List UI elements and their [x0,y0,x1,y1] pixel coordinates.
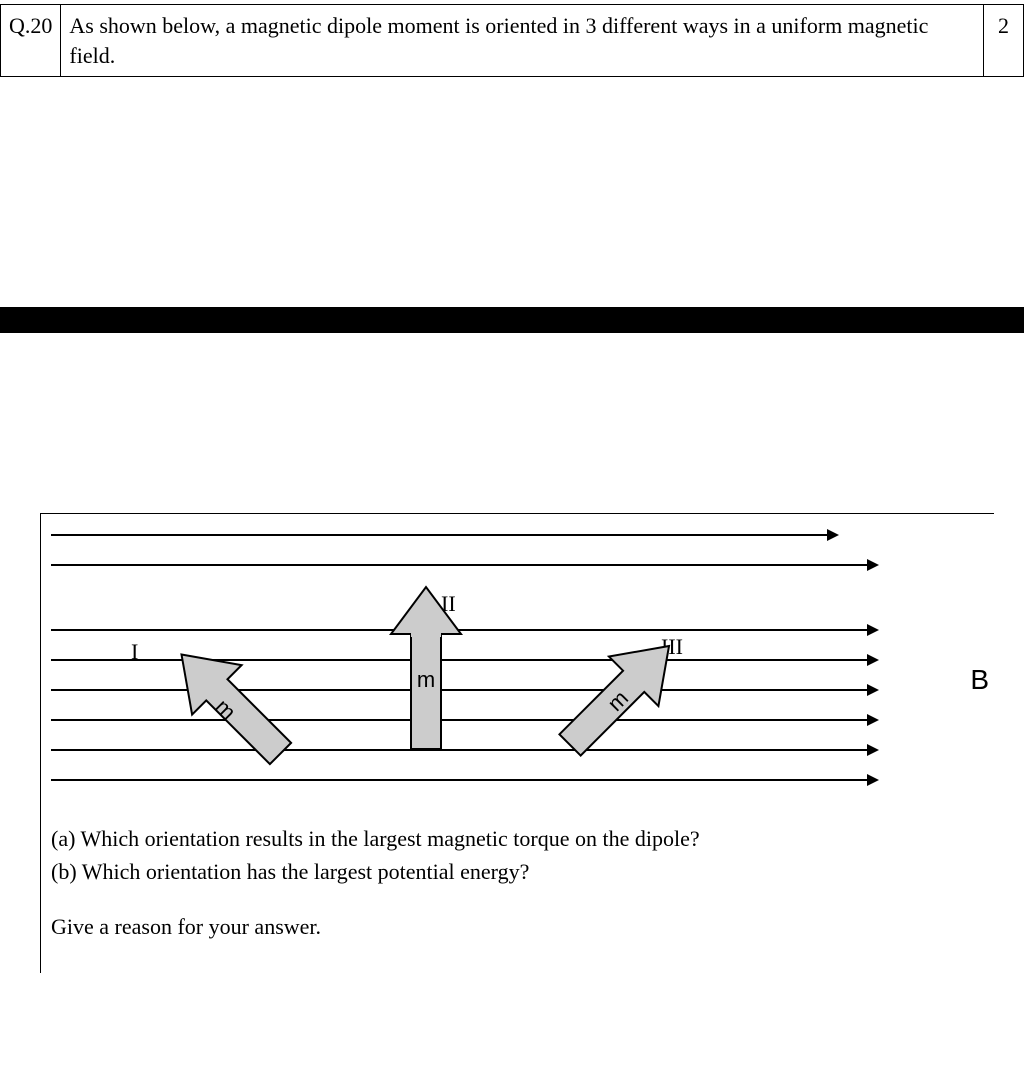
field-label: B [970,664,989,696]
arrowhead-icon [867,714,879,726]
orientation-label-1: I [131,639,138,665]
arrowhead-icon [867,684,879,696]
question-marks-cell: 2 [984,5,1024,77]
field-lines-group: B I II III m m [51,534,984,804]
diagram-container: B I II III m m [40,513,994,972]
subquestion-a: (a) Which orientation results in the lar… [51,824,984,855]
dipole-arrow-2: m [361,579,491,764]
arrowhead-icon [867,774,879,786]
question-text-cell: As shown below, a magnetic dipole moment… [61,5,984,77]
dipole-arrow-3: m [531,614,701,789]
arrowhead-icon [827,529,839,541]
question-number: Q.20 [9,13,52,38]
arrowhead-icon [867,559,879,571]
separator-bar [0,307,1024,333]
reason-prompt: Give a reason for your answer. [51,912,984,943]
question-marks: 2 [998,13,1009,38]
question-table: Q.20 As shown below, a magnetic dipole m… [0,4,1024,77]
arrowhead-icon [867,654,879,666]
field-line [51,564,871,566]
question-number-cell: Q.20 [1,5,61,77]
diagram-section: B I II III m m [0,513,1024,972]
question-text: As shown below, a magnetic dipole moment… [69,13,928,68]
dipole-m-label-2: m [417,667,435,692]
arrowhead-icon [867,624,879,636]
dipole-arrow-1: m [151,624,311,789]
arrowhead-icon [867,744,879,756]
subquestion-b: (b) Which orientation has the largest po… [51,857,984,888]
subquestions-block: (a) Which orientation results in the lar… [51,824,984,942]
field-line [51,534,831,536]
